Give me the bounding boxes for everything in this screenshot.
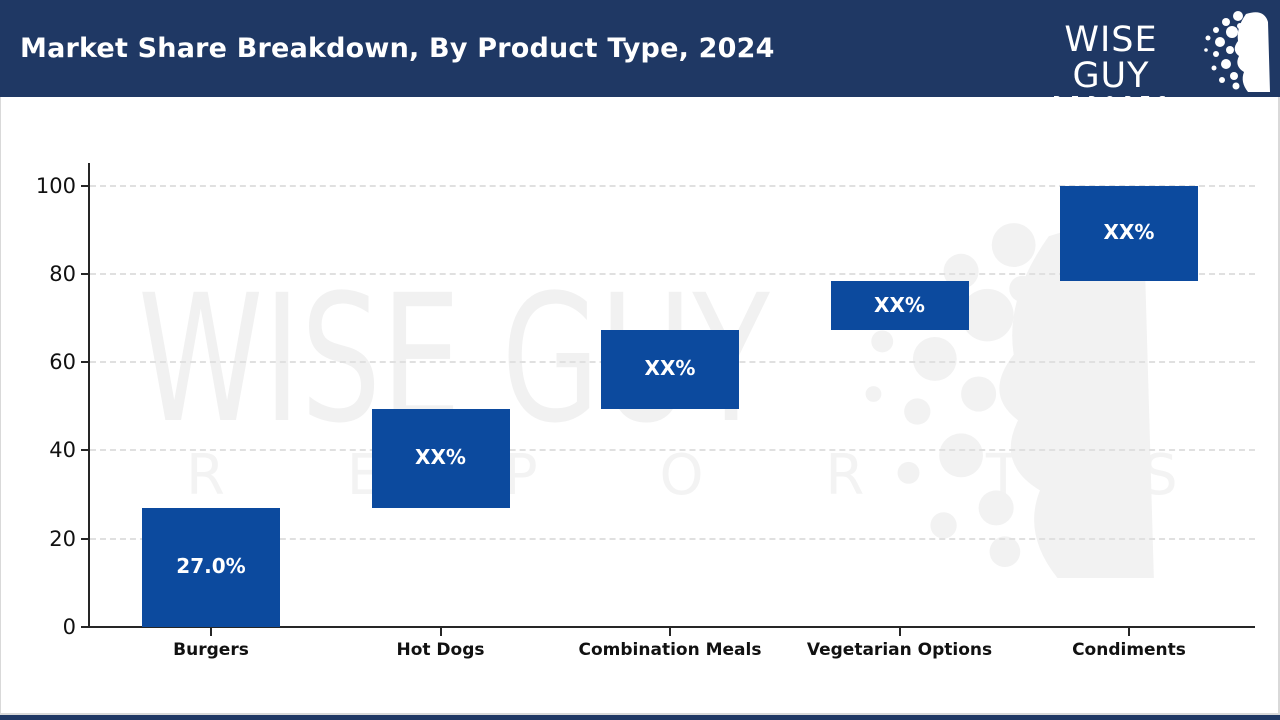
x-category-label: Vegetarian Options	[806, 640, 993, 660]
bar-value-label: XX%	[415, 445, 466, 470]
bar-hot-dogs: XX%	[371, 408, 510, 508]
y-tick	[81, 537, 89, 540]
y-tick-label: 60	[49, 350, 76, 375]
wiseguy-logo-text: WISE GUY REPORTS	[1022, 22, 1200, 110]
x-category-label: Hot Dogs	[396, 640, 485, 660]
gridline-100	[90, 184, 1255, 187]
y-tick	[81, 626, 89, 628]
logo-wordmark: WISE GUY	[1064, 20, 1158, 96]
bar-value-label: XX%	[874, 292, 925, 317]
y-tick	[81, 184, 89, 187]
bar-condiments: XX%	[1060, 185, 1198, 281]
header-band: Market Share Breakdown, By Product Type,…	[0, 0, 1280, 110]
logo-subtitle: REPORTS	[1052, 95, 1176, 110]
bar-value-label: 27.0%	[176, 554, 246, 579]
gridline-20	[90, 537, 1255, 540]
x-category-label: Combination Meals	[578, 640, 762, 660]
y-tick-label: 40	[49, 438, 76, 463]
x-tick	[669, 628, 671, 636]
y-axis-spine	[88, 163, 90, 628]
wiseguy-head-icon	[1204, 11, 1270, 92]
gridline-40	[90, 449, 1255, 452]
y-tick	[81, 272, 89, 275]
wiseguy-logo: WISE GUY REPORTS	[1022, 4, 1272, 110]
x-tick	[210, 628, 212, 636]
bar-combination-meals: XX%	[601, 330, 739, 409]
y-tick-label: 0	[62, 615, 76, 639]
footer-bar	[0, 715, 1280, 720]
right-border	[1278, 97, 1280, 720]
bottom-hairline	[0, 713, 1280, 715]
y-tick-label: 100	[35, 173, 76, 198]
y-tick-label: 20	[49, 526, 76, 551]
x-tick	[1128, 628, 1130, 636]
bar-value-label: XX%	[1103, 220, 1155, 245]
bar-vegetarian-options: XX%	[830, 281, 969, 331]
x-axis-spine	[88, 626, 1255, 628]
x-category-label: Condiments	[1072, 640, 1186, 660]
x-category-label: Burgers	[173, 640, 249, 660]
page-title: Market Share Breakdown, By Product Type,…	[20, 33, 775, 64]
left-border	[0, 97, 1, 720]
bar-burgers: 27.0%	[142, 507, 280, 627]
x-tick	[439, 628, 442, 636]
y-tick	[81, 449, 89, 452]
y-tick	[81, 361, 89, 364]
y-tick-label: 80	[49, 261, 76, 286]
gridline-80	[90, 272, 1255, 275]
x-tick	[898, 628, 901, 636]
bar-value-label: XX%	[644, 356, 696, 381]
